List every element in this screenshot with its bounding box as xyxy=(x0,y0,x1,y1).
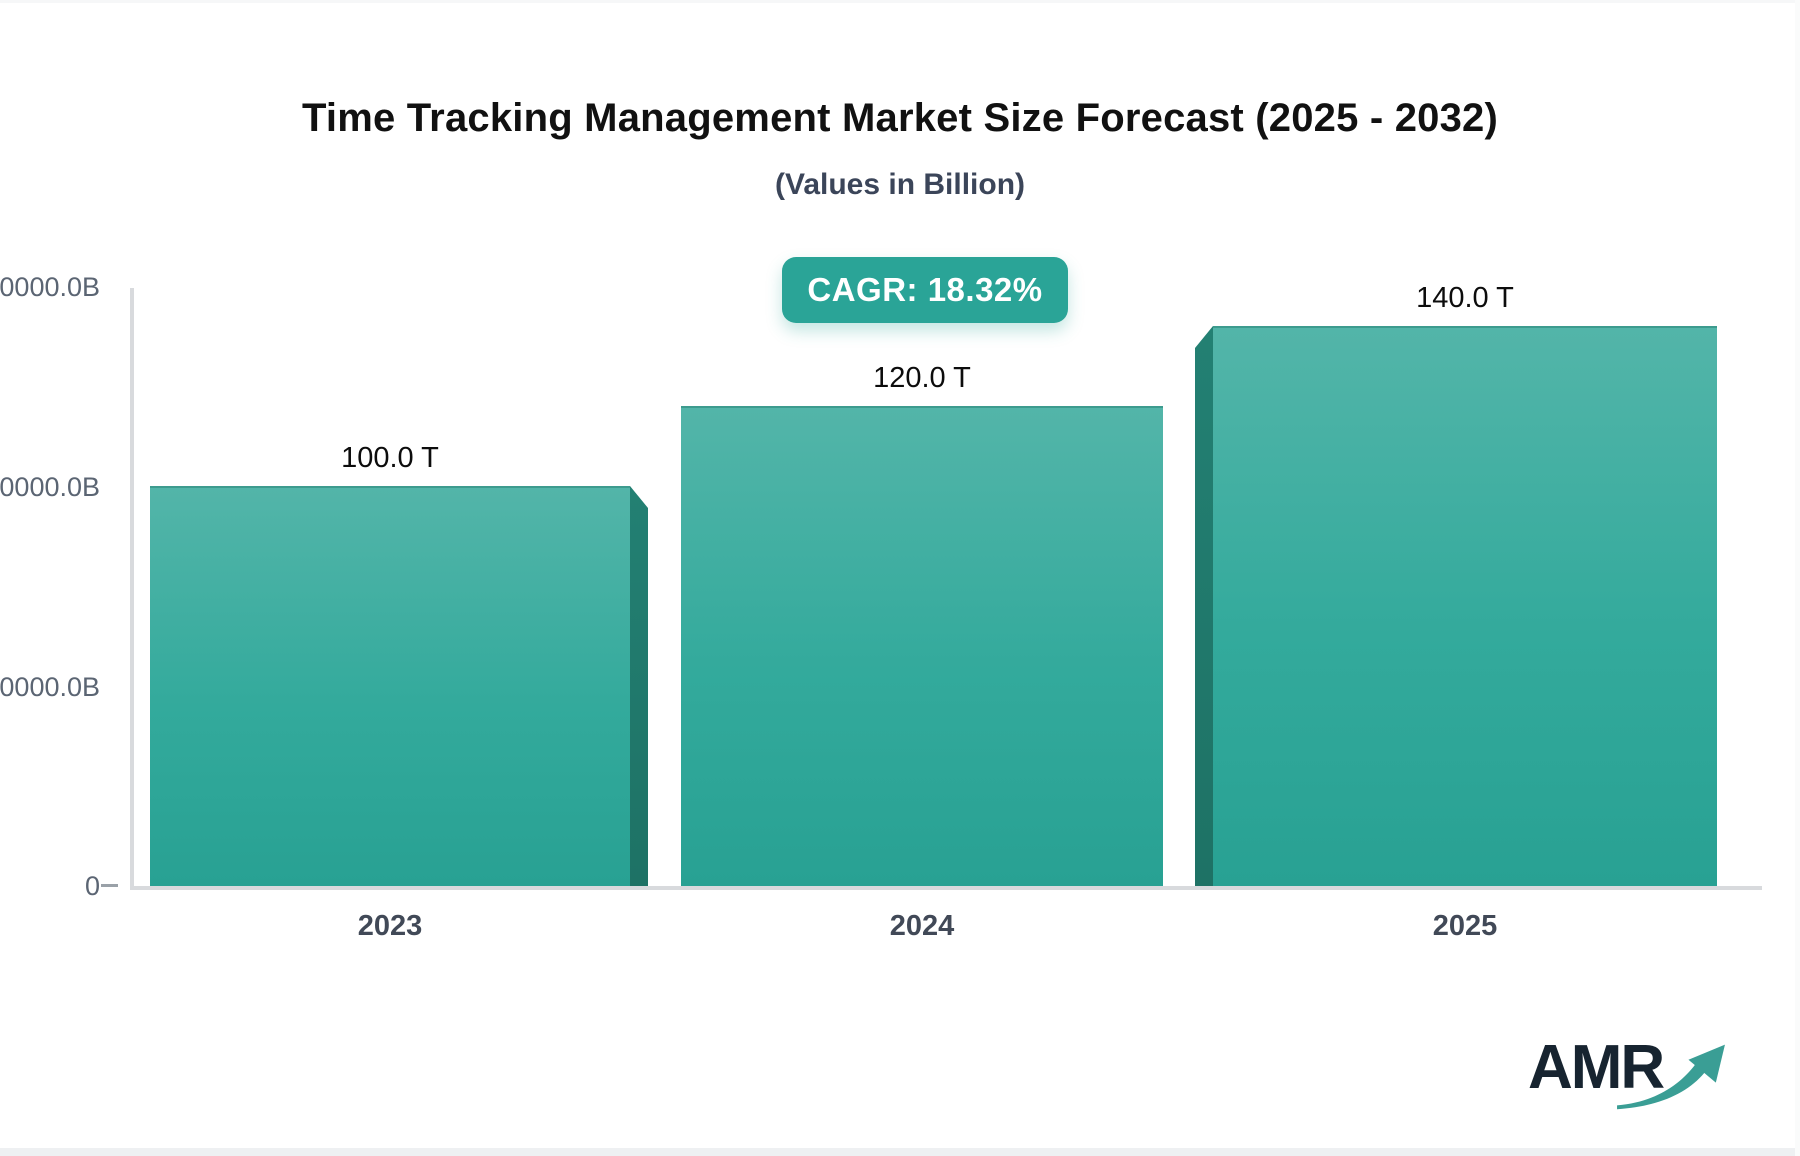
y-axis-tick-mark xyxy=(101,884,118,887)
bar-2023 xyxy=(150,486,630,886)
cagr-badge-label: CAGR: 18.32% xyxy=(807,271,1043,308)
amr-logo: AMR xyxy=(1528,1032,1728,1122)
bar-side-face xyxy=(1195,326,1213,886)
x-axis-line xyxy=(130,886,1762,890)
bar-value-label: 100.0 T xyxy=(341,442,439,474)
bar-2025 xyxy=(1213,326,1717,886)
bar-value-label: 140.0 T xyxy=(1416,282,1514,314)
y-axis-tick-label: 0000.0B xyxy=(0,272,100,302)
chart-subtitle: (Values in Billion) xyxy=(774,168,1026,201)
x-axis-category-label: 2025 xyxy=(1432,910,1498,942)
page-right-border xyxy=(1795,0,1800,1156)
y-axis-tick-label: 0 xyxy=(84,871,100,901)
y-axis-tick-label: 0000.0B xyxy=(0,472,100,502)
cagr-badge: CAGR: 18.32% xyxy=(782,257,1068,323)
bar-2024 xyxy=(681,406,1163,886)
bar-value-label: 120.0 T xyxy=(873,362,971,394)
chart-title: Time Tracking Management Market Size For… xyxy=(302,96,1498,140)
growth-arrow-icon xyxy=(1617,1044,1725,1110)
x-axis-category-label: 2024 xyxy=(889,910,955,942)
page-bottom-border xyxy=(0,1148,1800,1156)
x-axis-category-label: 2023 xyxy=(357,910,423,942)
amr-logo-text: AMR xyxy=(1528,1033,1665,1102)
y-axis-tick-label: 0000.0B xyxy=(0,672,100,702)
bar-side-face xyxy=(630,486,648,886)
page-top-border xyxy=(0,0,1800,3)
y-axis-line xyxy=(130,288,134,890)
